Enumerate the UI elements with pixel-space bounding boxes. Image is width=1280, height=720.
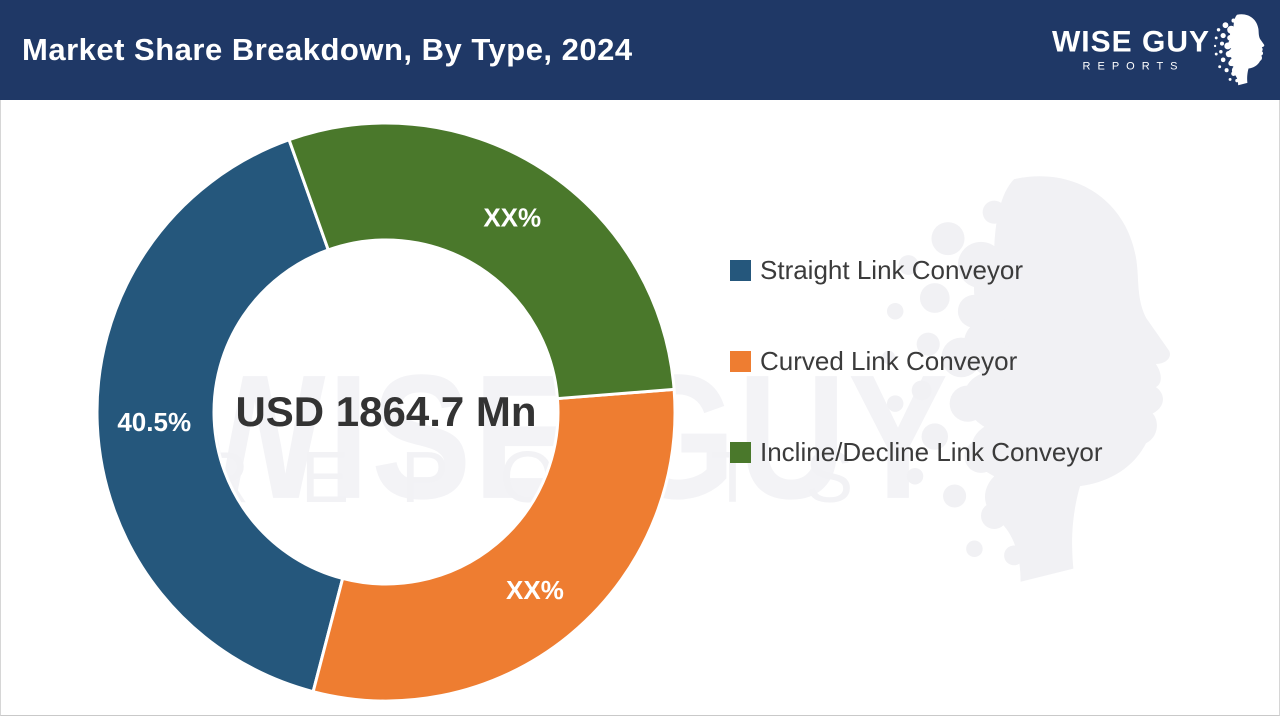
logo-subtitle: R E P O R T S: [1082, 60, 1180, 73]
segment-share-label: XX%: [506, 575, 564, 605]
donut-center-value: USD 1864.7 Mn: [235, 388, 537, 435]
legend-label: Curved Link Conveyor: [760, 346, 1018, 376]
legend-swatch-blue: [730, 259, 751, 281]
legend-swatch-orange: [730, 350, 751, 372]
logo-text: WISE GUY R E P O R T S: [1051, 25, 1210, 73]
legend-label: Straight Link Conveyor: [760, 255, 1024, 285]
segment-share-label: XX%: [483, 202, 541, 232]
legend-item-curved-link-conveyor: Curved Link Conveyor: [730, 346, 1103, 376]
chart-legend: Straight Link Conveyor Curved Link Conve…: [730, 255, 1103, 532]
header-bar: Market Share Breakdown, By Type, 2024 WI…: [0, 0, 1280, 100]
legend-label: Incline/Decline Link Conveyor: [760, 437, 1103, 467]
wise-guy-logo: WISE GUY R E P O R T S: [1052, 13, 1266, 88]
legend-item-straight-link-conveyor: Straight Link Conveyor: [730, 255, 1103, 285]
donut-segment: [311, 387, 677, 703]
chart-area: WISE GUY R E P O R T S 40.5% XX% XX% USD 1…: [0, 100, 1280, 716]
segment-share-label: 40.5%: [117, 407, 191, 437]
donut-chart: 40.5% XX% XX%: [95, 121, 677, 703]
face-profile-icon: [1208, 13, 1266, 88]
page-title: Market Share Breakdown, By Type, 2024: [22, 32, 633, 67]
donut-segment: [287, 121, 676, 401]
logo-name: WISE GUY: [1051, 25, 1210, 59]
legend-item-incline-decline-link-conveyor: Incline/Decline Link Conveyor: [730, 437, 1103, 467]
legend-swatch-green: [730, 441, 751, 463]
donut-segment: [95, 138, 345, 694]
